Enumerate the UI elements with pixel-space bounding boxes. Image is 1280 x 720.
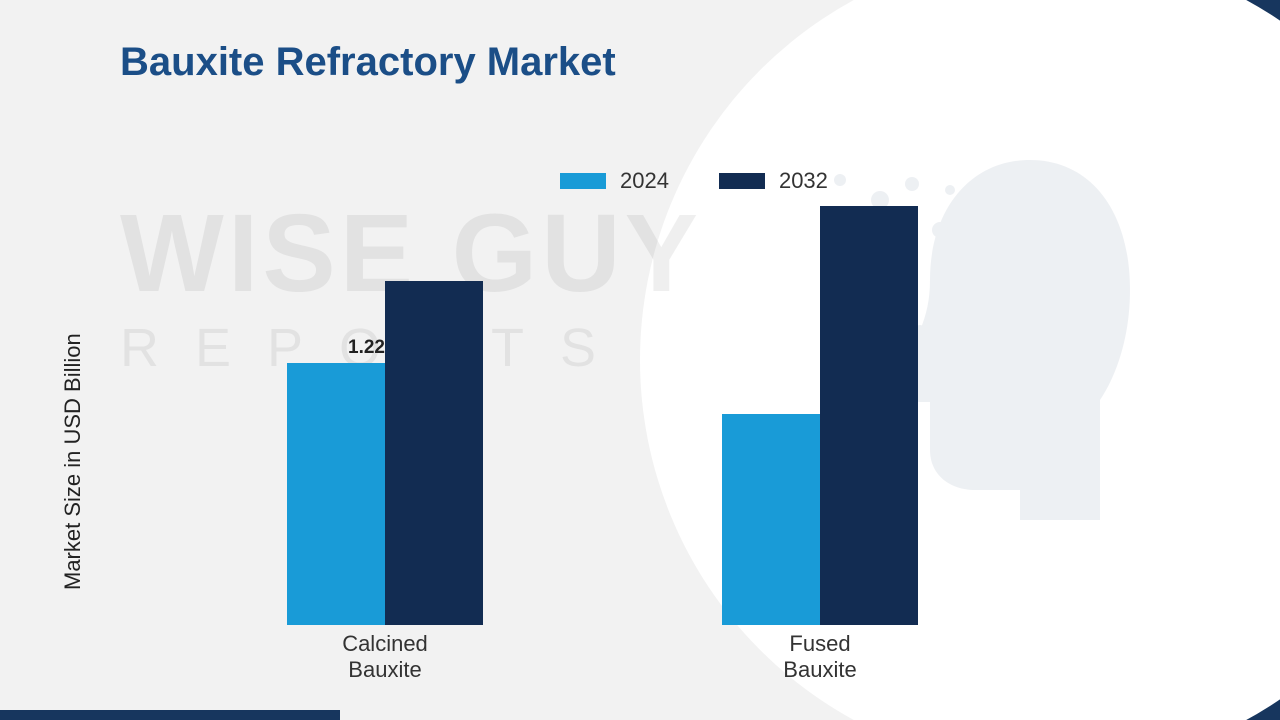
brand-line1: WISE GUY: [1060, 28, 1252, 70]
legend-label: 2032: [779, 168, 828, 194]
bottom-accent-stripe: [0, 710, 340, 720]
chart-canvas: WISE GUY REPORTS Bauxite Refractory Mark…: [0, 0, 1280, 720]
legend-swatch: [719, 173, 765, 189]
legend-item: 2032: [719, 168, 828, 194]
bar: [385, 281, 483, 625]
y-axis-label: Market Size in USD Billion: [60, 333, 86, 590]
bar: [287, 363, 385, 625]
chart-plot-area: 1.22Calcined Bauxite Fused Bauxite: [130, 195, 970, 625]
category-label: Fused Bauxite: [710, 625, 930, 684]
bar: [820, 206, 918, 625]
bar-group: 1.22Calcined Bauxite: [275, 195, 495, 625]
bar-group: Fused Bauxite: [710, 195, 930, 625]
brand-logo: WISE GUY REPORTS: [1060, 28, 1252, 88]
bar: [722, 414, 820, 625]
category-label: Calcined Bauxite: [275, 625, 495, 684]
legend-item: 2024: [560, 168, 669, 194]
chart-title: Bauxite Refractory Market: [120, 40, 616, 85]
bar-value-label: 1.22: [315, 337, 385, 359]
legend-swatch: [560, 173, 606, 189]
legend-label: 2024: [620, 168, 669, 194]
brand-line2: REPORTS: [1060, 66, 1250, 88]
chart-legend: 2024 2032: [560, 168, 828, 194]
